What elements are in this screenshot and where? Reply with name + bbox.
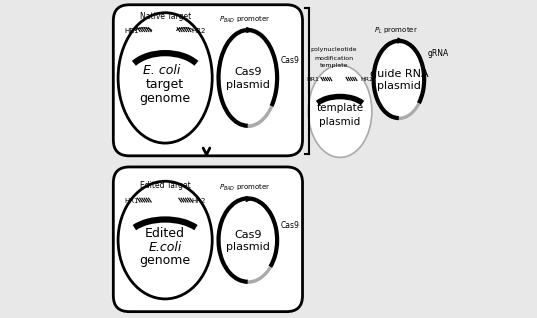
Text: template: template — [316, 103, 364, 113]
Text: plasmid: plasmid — [320, 117, 361, 128]
Text: HR2: HR2 — [361, 78, 374, 82]
Text: gRNA: gRNA — [427, 49, 449, 58]
Ellipse shape — [118, 13, 212, 143]
Text: Cas9: Cas9 — [280, 56, 299, 65]
Text: polynucleotide: polynucleotide — [310, 47, 357, 52]
Text: plasmid: plasmid — [377, 81, 421, 92]
Text: Native Target: Native Target — [140, 11, 191, 21]
Ellipse shape — [217, 197, 278, 283]
Text: HR1: HR1 — [125, 28, 139, 34]
FancyBboxPatch shape — [113, 167, 302, 312]
Text: Cas9: Cas9 — [234, 67, 262, 77]
Text: plasmid: plasmid — [226, 242, 270, 252]
Ellipse shape — [118, 181, 212, 299]
Text: plasmid: plasmid — [226, 80, 270, 90]
FancyBboxPatch shape — [113, 5, 302, 156]
Text: E. coli: E. coli — [143, 65, 180, 77]
Text: genome: genome — [140, 254, 191, 267]
Text: $P_{BAD}$ promoter: $P_{BAD}$ promoter — [219, 183, 271, 193]
Text: Edited Target: Edited Target — [140, 181, 191, 190]
Text: HR2: HR2 — [191, 198, 206, 204]
Text: guide RNA: guide RNA — [369, 69, 428, 79]
Ellipse shape — [308, 65, 372, 157]
Ellipse shape — [217, 29, 278, 127]
Text: modification: modification — [314, 56, 353, 60]
Text: Edited: Edited — [145, 227, 185, 240]
Text: HR1: HR1 — [307, 78, 320, 82]
Text: HR1: HR1 — [125, 198, 139, 204]
Text: genome: genome — [140, 92, 191, 105]
Text: target: target — [146, 79, 184, 91]
Text: $P_{BAD}$ promoter: $P_{BAD}$ promoter — [219, 15, 271, 25]
Text: E.coli: E.coli — [148, 241, 182, 253]
Text: $P_L$ promoter: $P_L$ promoter — [374, 25, 418, 36]
Ellipse shape — [373, 40, 425, 119]
Text: Cas9: Cas9 — [234, 230, 262, 240]
Text: HR2: HR2 — [191, 28, 206, 34]
Text: template: template — [320, 63, 348, 68]
Text: Cas9: Cas9 — [281, 221, 300, 230]
